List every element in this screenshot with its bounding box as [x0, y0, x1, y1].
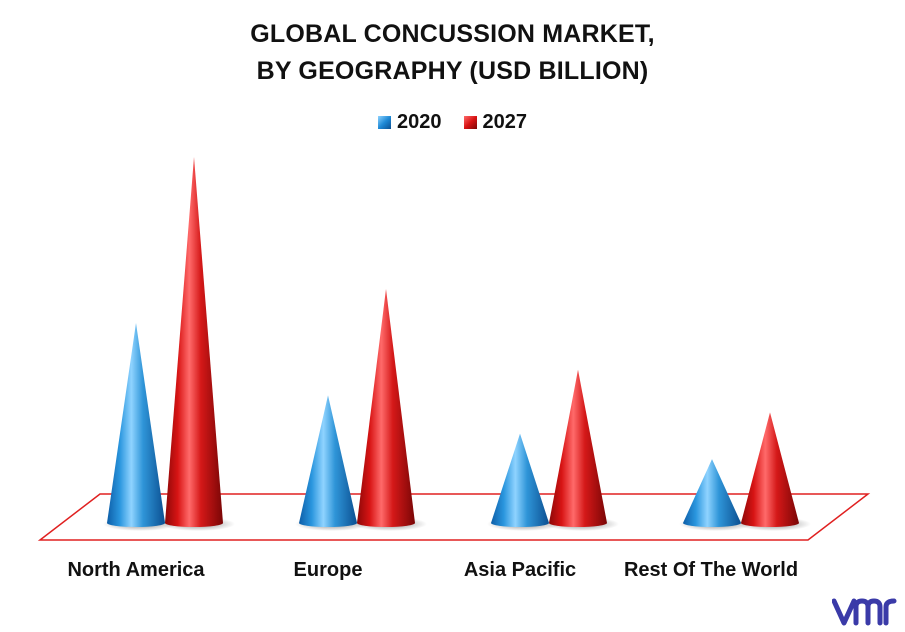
legend-label-2027: 2027: [482, 111, 528, 133]
vmr-logo-icon: [832, 598, 897, 626]
cone-rest-of-the-world-2027: [741, 412, 799, 527]
category-label-asia-pacific: Asia Pacific: [463, 559, 577, 581]
category-label-europe: Europe: [293, 559, 363, 581]
legend: 2020 2027: [0, 111, 905, 134]
legend-swatch-2020: [378, 116, 391, 129]
cone-rest-of-the-world-2020: [683, 459, 741, 527]
category-label-rest-of-world: Rest Of The World: [623, 559, 799, 581]
legend-label-2020: 2020: [397, 111, 442, 133]
category-label-north-america: North America: [67, 559, 205, 581]
cones: [107, 157, 799, 527]
legend-item-2027: 2027: [463, 111, 528, 134]
cone-asia-pacific-2020: [491, 433, 549, 527]
legend-item-2020: 2020: [378, 111, 442, 134]
chart-subtitle: BY GEOGRAPHY (USD BILLION): [256, 57, 649, 85]
cone-europe-2020: [299, 395, 357, 527]
cone-europe-2027: [357, 288, 415, 527]
legend-swatch-2027: [463, 116, 477, 129]
chart-title: GLOBAL CONCUSSION MARKET,: [250, 20, 655, 48]
cone-north-america-2027: [165, 157, 223, 527]
cone-asia-pacific-2027: [549, 369, 607, 527]
cone-north-america-2020: [107, 322, 165, 527]
floor-outline: [37, 493, 871, 541]
